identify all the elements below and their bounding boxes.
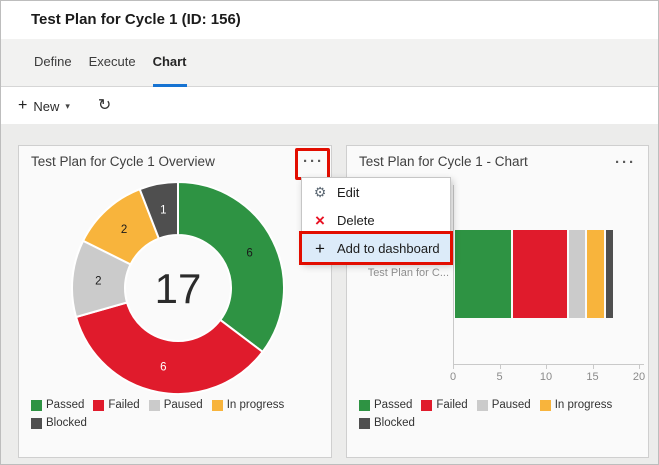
refresh-icon: ↻ (97, 97, 112, 114)
donut-slice-value: 2 (121, 224, 127, 236)
donut-slice-value: 1 (160, 204, 166, 216)
donut-slice-failed (74, 301, 264, 395)
menu-item-edit[interactable]: ⚙ Edit (302, 178, 450, 206)
chart-more-button[interactable]: ··· (615, 154, 636, 172)
legend-item-passed: Passed (359, 399, 412, 411)
x-tick-mark (546, 365, 547, 369)
legend-swatch (421, 399, 433, 411)
x-tick-label: 10 (539, 371, 553, 383)
delete-x-icon: × (315, 210, 325, 230)
legend-item-in-progress: In progress (539, 399, 613, 411)
legend-swatch (359, 417, 370, 429)
content-area: 6 6 2 2 1 17 Test Plan for Cycle 1 Overview ·… (1, 124, 658, 464)
legend-label: Passed (46, 399, 85, 411)
legend-label: Blocked (46, 417, 87, 429)
legend-item-failed: Failed (93, 399, 140, 411)
legend-label: Failed (108, 399, 140, 411)
donut-total: 17 (155, 265, 202, 312)
legend-item-paused: Paused (476, 399, 531, 411)
legend-swatch (211, 399, 223, 411)
stacked-bar (455, 230, 614, 318)
legend-swatch (148, 399, 160, 411)
x-tick-mark (639, 365, 640, 369)
widget-chart: Test Plan for Cycle 1 - Chart ··· Test P… (346, 145, 649, 458)
widget-chart-title: Test Plan for Cycle 1 - Chart (359, 154, 528, 169)
x-tick-label: 0 (449, 371, 457, 383)
new-button-label: New (33, 98, 60, 114)
gear-icon: ⚙ (313, 183, 327, 200)
bar-segment-passed (455, 230, 511, 318)
legend-item-paused: Paused (148, 399, 203, 411)
bar-category-label: Test Plan for C... (367, 267, 449, 279)
donut-slice-value: 6 (160, 362, 166, 374)
ellipsis-icon: ··· (303, 153, 324, 170)
tab-define[interactable]: Define (34, 54, 72, 69)
x-tick-label: 15 (586, 371, 599, 383)
bar-segment-blocked (605, 230, 614, 318)
legend-swatch (31, 399, 42, 411)
plus-icon: + (18, 97, 28, 114)
toolbar: + New ▾ ↻ (1, 88, 658, 124)
bar-segment-failed (512, 230, 567, 318)
legend-swatch (31, 417, 42, 429)
legend-item-blocked: Blocked (359, 417, 415, 429)
x-tick-mark (592, 365, 594, 369)
menu-item-add-to-dashboard[interactable]: + Add to dashboard (299, 231, 453, 265)
legend-swatch (476, 399, 488, 411)
plus-icon: + (315, 238, 325, 258)
legend-item-passed: Passed (31, 399, 84, 411)
widget-overview-title: Test Plan for Cycle 1 Overview (31, 154, 215, 169)
donut-slice-value: 6 (246, 247, 252, 259)
donut-slice-passed (177, 180, 285, 354)
legend: Passed Failed Paused In progress Blocked (359, 399, 638, 429)
legend-label: In progress (554, 399, 613, 411)
legend-label: Blocked (374, 417, 415, 429)
tab-chart[interactable]: Chart (152, 39, 187, 87)
x-tick-label: 20 (632, 371, 646, 383)
donut-slice-blocked (138, 180, 179, 240)
tab-execute[interactable]: Execute (88, 54, 136, 69)
legend-label: Paused (163, 399, 203, 411)
menu-item-delete-label: Delete (337, 212, 375, 228)
menu-item-delete[interactable]: × Delete (302, 206, 450, 234)
legend-item-blocked: Blocked (31, 417, 87, 429)
legend-swatch (539, 399, 551, 411)
page-title: Test Plan for Cycle 1 (ID: 156) (31, 11, 241, 28)
menu-item-edit-label: Edit (337, 184, 360, 200)
refresh-button[interactable]: ↻ (98, 98, 111, 114)
page-header: Test Plan for Cycle 1 (ID: 156) (1, 1, 658, 39)
legend-label: Failed (436, 399, 468, 411)
x-tick-mark (453, 365, 454, 369)
menu-item-add-to-dashboard-label: Add to dashboard (337, 240, 440, 256)
chevron-down-icon: ▾ (65, 100, 70, 111)
x-tick-mark (499, 365, 501, 369)
overview-more-button[interactable]: ··· (295, 148, 330, 180)
legend-swatch (93, 399, 105, 411)
donut-chart: 6 6 2 2 1 17 (71, 180, 285, 395)
legend-item-in-progress: In progress (211, 399, 285, 411)
widget-overview: 6 6 2 2 1 17 Test Plan for Cycle 1 Overview ·… (18, 145, 332, 458)
legend-item-failed: Failed (421, 399, 468, 411)
donut-slice-value: 2 (95, 276, 101, 288)
ellipsis-icon: ··· (615, 154, 636, 171)
new-button[interactable]: + New ▾ (18, 98, 70, 114)
y-axis-line (453, 185, 454, 364)
context-menu: ⚙ Edit × Delete + Add to dashboard (299, 177, 453, 265)
bar-segment-paused (568, 230, 586, 318)
legend-label: Paused (491, 399, 531, 411)
bar-segment-in-progress (587, 230, 604, 318)
legend: Passed Failed Paused In progress Blocked (31, 399, 321, 429)
legend-swatch (359, 399, 370, 411)
x-axis-line (453, 364, 644, 365)
tab-bar: Define Execute Chart (1, 39, 658, 87)
x-tick-label: 5 (496, 371, 503, 383)
legend-label: Passed (374, 399, 413, 411)
legend-label: In progress (226, 399, 285, 411)
